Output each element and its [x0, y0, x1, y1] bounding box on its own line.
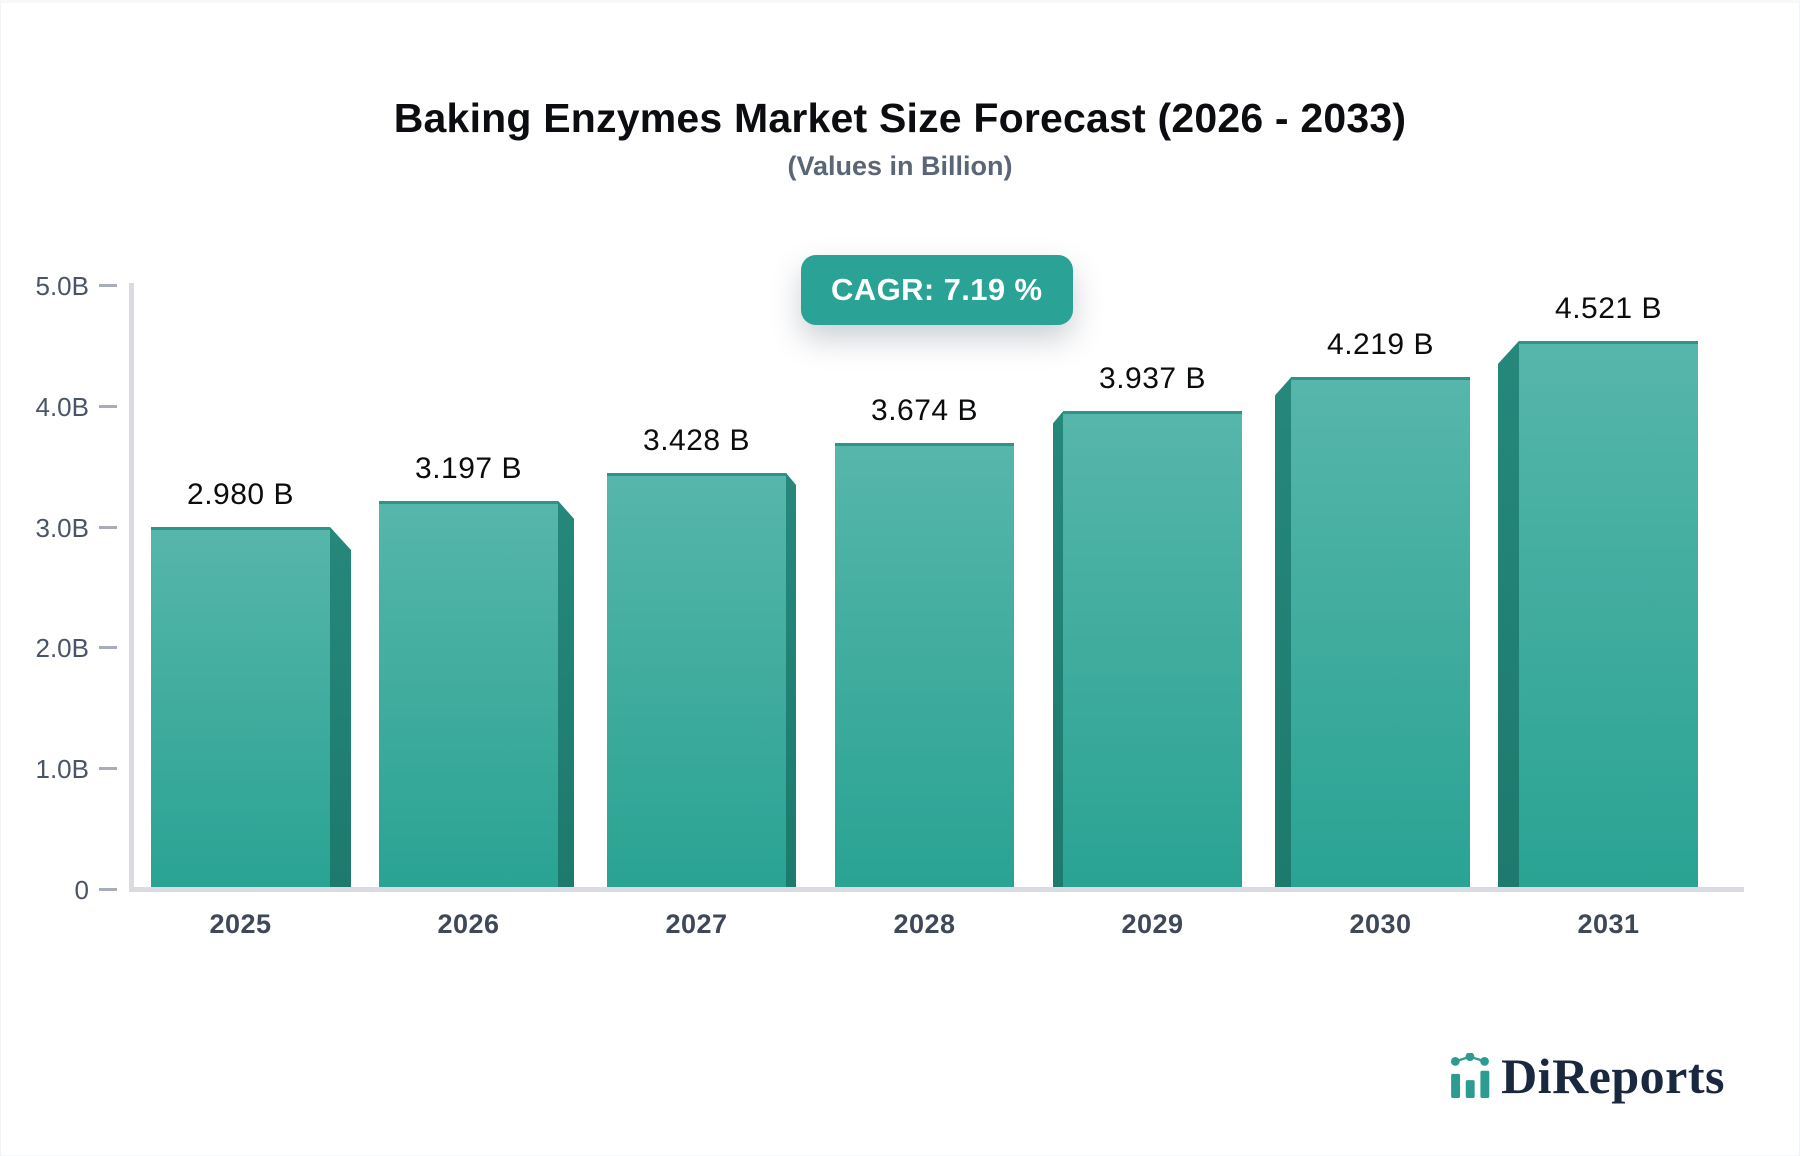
x-axis-label-2030: 2030 — [1349, 909, 1412, 939]
x-axis-label-2025: 2025 — [209, 909, 272, 939]
chart-subtitle: (Values in Billion) — [787, 151, 1013, 181]
bar-side-face — [1498, 340, 1519, 887]
bar-value-label: 2.980 B — [187, 478, 294, 512]
x-axis-label-2029: 2029 — [1121, 909, 1184, 939]
y-tick-mark — [99, 404, 117, 408]
x-axis-label-2027: 2027 — [665, 909, 728, 939]
y-axis-line — [129, 283, 134, 892]
y-tick-label: 3.0B — [35, 512, 90, 543]
bar-side-face — [1053, 411, 1063, 887]
x-axis-label-2026: 2026 — [437, 909, 500, 939]
y-tick-mark — [99, 525, 117, 529]
bar-2026 — [379, 500, 558, 887]
y-tick-label: 1.0B — [35, 754, 90, 785]
bar-2031 — [1519, 340, 1698, 887]
bar-2030 — [1291, 377, 1470, 887]
bar-value-label: 4.219 B — [1327, 328, 1434, 362]
chart-title: Baking Enzymes Market Size Forecast (202… — [393, 95, 1407, 141]
y-tick-mark — [99, 646, 117, 650]
bar-value-label: 3.428 B — [643, 423, 750, 457]
y-tick-label: 2.0B — [35, 633, 90, 664]
x-axis-line — [129, 887, 1744, 892]
y-tick-label: 0 — [74, 875, 89, 905]
bar-chart-logo-icon — [1451, 1053, 1490, 1098]
y-tick-mark — [99, 284, 117, 287]
x-axis-label-2028: 2028 — [893, 909, 956, 939]
y-tick-mark — [99, 888, 117, 891]
y-tick-mark — [99, 767, 117, 771]
y-tick-label: 4.0B — [35, 391, 90, 422]
bar-value-label: 3.937 B — [1099, 362, 1206, 396]
bar-value-label: 3.197 B — [415, 451, 522, 485]
bar-2028 — [835, 443, 1014, 887]
brand-logo-text: DiReports — [1501, 1048, 1725, 1104]
bar-2025 — [151, 527, 330, 887]
bar-side-face — [330, 527, 351, 887]
brand-logo: DiReports — [1448, 1051, 1725, 1101]
x-axis-label-2031: 2031 — [1577, 909, 1640, 939]
bar-2029 — [1063, 411, 1242, 887]
bar-side-face — [558, 500, 574, 887]
y-tick-label: 5.0B — [35, 271, 90, 301]
bar-value-label: 3.674 B — [871, 394, 978, 428]
bar-side-face — [786, 472, 796, 887]
cagr-badge: CAGR: 7.19 % — [801, 255, 1073, 325]
bar-2027 — [607, 472, 786, 887]
bar-value-label: 4.521 B — [1555, 291, 1662, 325]
bar-side-face — [1275, 377, 1291, 887]
bar-chart-plot: 0 1.0B 2.0B 3.0B 4.0B 5.0B 2.980 B 2025 3.197 B 2… — [1, 3, 1799, 1155]
